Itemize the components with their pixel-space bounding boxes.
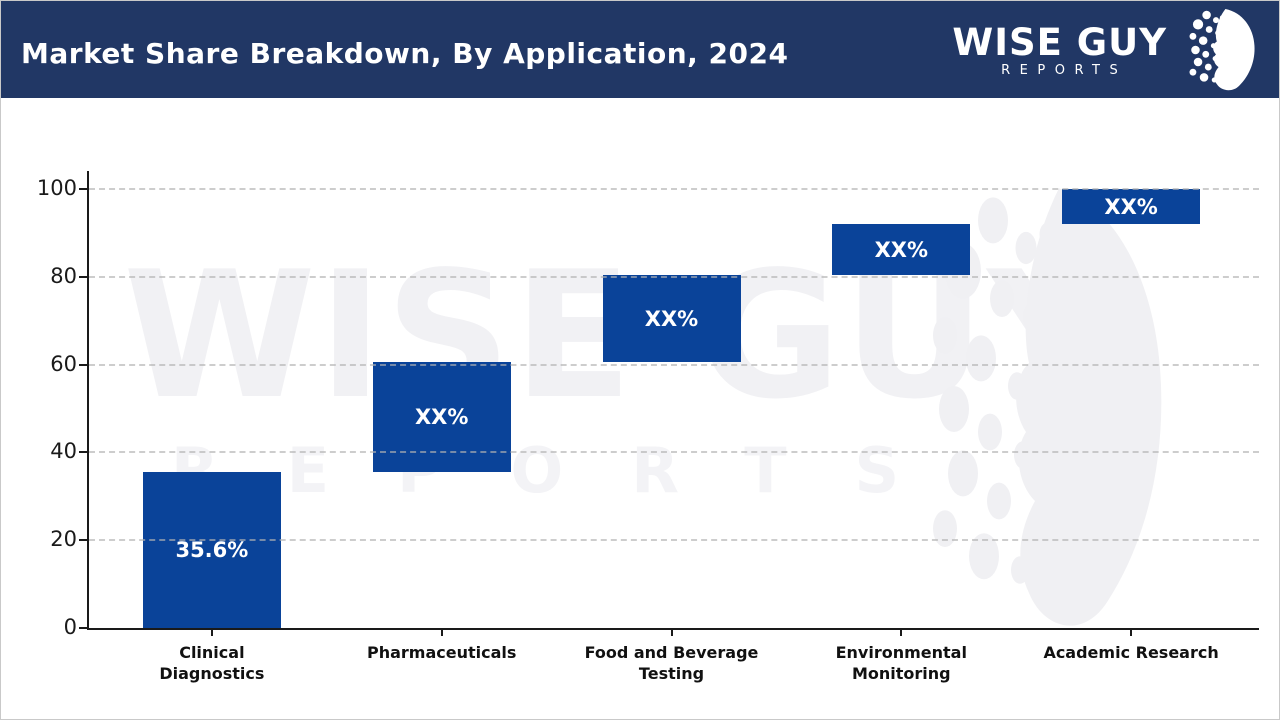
y-tick-mark [79, 363, 87, 366]
y-tick-mark [79, 275, 87, 278]
y-tick-mark [79, 188, 87, 190]
wiseguy-logo: WISE GUY REPORTS [952, 8, 1263, 91]
x-category-label: Clinical Diagnostics [159, 643, 265, 683]
x-tick-mark [1130, 630, 1133, 636]
y-tick-label: 0 [63, 615, 77, 639]
gridline [89, 451, 1259, 454]
y-tick-mark [79, 451, 87, 454]
waterfall-bar [142, 471, 281, 628]
header-bar: Market Share Breakdown, By Application, … [1, 1, 1279, 98]
x-tick-mark [210, 630, 213, 636]
y-tick-label: 20 [50, 527, 77, 552]
y-tick-label: 40 [50, 439, 77, 464]
bar-value-label: XX% [874, 237, 929, 262]
y-axis-line [87, 171, 89, 630]
logo-wordmark: WISE GUY [952, 20, 1167, 64]
x-category-label: Pharmaceuticals [366, 643, 517, 662]
x-tick-mark [670, 630, 673, 636]
bar-value-label: XX% [414, 405, 469, 430]
x-tick-mark [440, 630, 443, 636]
chart-title: Market Share Breakdown, By Application, … [21, 37, 789, 70]
gridline [89, 188, 1259, 190]
y-tick-label: 100 [36, 176, 77, 200]
gridline [89, 275, 1259, 278]
logo-subtext: REPORTS [1001, 62, 1128, 78]
y-tick-mark [79, 627, 87, 629]
waterfall-bar [372, 362, 511, 472]
x-axis-line [87, 628, 1259, 630]
x-category-label: Food and Beverage Testing [584, 643, 759, 683]
x-tick-mark [900, 630, 903, 636]
x-category-label: Environmental Monitoring [835, 643, 967, 683]
x-category-label: Academic Research [1043, 643, 1219, 662]
gridline [89, 363, 1259, 366]
logo-text: WISE GUY REPORTS [952, 24, 1167, 77]
bar-value-label: 35.6% [175, 537, 249, 562]
bar-value-label: XX% [644, 306, 699, 331]
gridline [89, 539, 1259, 542]
y-tick-label: 80 [50, 263, 77, 288]
bar-value-label: XX% [1104, 194, 1158, 219]
y-tick-mark [79, 539, 87, 542]
logo-face-icon [1189, 8, 1255, 91]
waterfall-bar [602, 275, 741, 363]
y-tick-label: 60 [50, 351, 77, 376]
